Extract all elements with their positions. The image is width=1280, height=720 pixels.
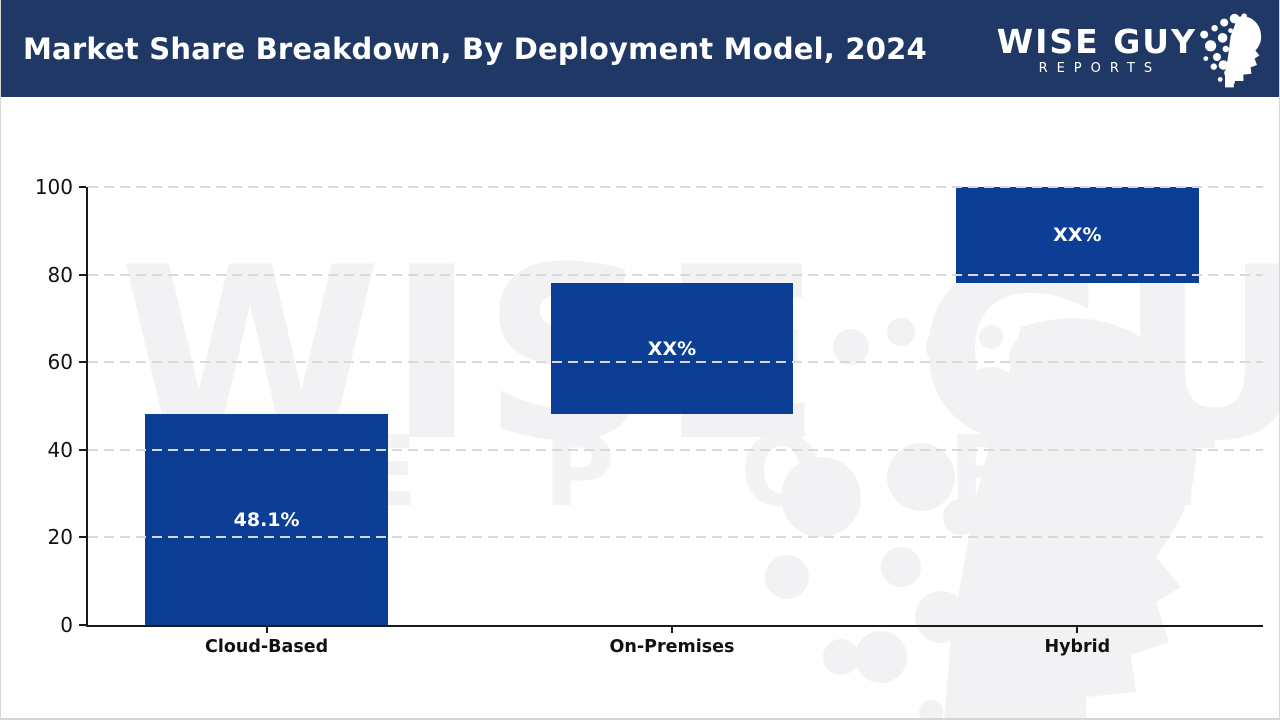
y-tick-label: 20: [47, 525, 73, 550]
gridline-y40: [88, 448, 1263, 451]
gridline-y60: [88, 361, 1263, 364]
wiseguy-logo: WISE GUY REPORTS: [997, 7, 1265, 91]
logo-subtitle: REPORTS: [1038, 60, 1162, 76]
x-category-label: On-Premises: [609, 637, 735, 657]
y-tick-label: 60: [47, 350, 73, 375]
header-bar: Market Share Breakdown, By Deployment Mo…: [1, 0, 1279, 97]
y-axis-tick: [79, 273, 86, 276]
bar-on-premises: XX%: [550, 282, 794, 415]
gridline-y20: [88, 536, 1263, 539]
y-axis-tick: [79, 186, 86, 188]
x-axis-tick: [265, 627, 268, 633]
y-tick-label: 0: [60, 613, 73, 637]
logo-wordmark: WISE GUY: [996, 21, 1197, 61]
page-title: Market Share Breakdown, By Deployment Mo…: [23, 31, 927, 66]
bar-value-label: XX%: [647, 337, 697, 360]
x-axis-tick: [1076, 627, 1079, 633]
x-category-label: Cloud-Based: [205, 637, 329, 657]
gridline-y100: [88, 186, 1263, 188]
plot-area: 48.1% Cloud-Based XX% On-Premises XX% Hybrid 0…: [35, 175, 1263, 657]
y-tick-label: 100: [34, 175, 73, 199]
bar-cloud-based: 48.1%: [145, 414, 388, 625]
x-category-label: Hybrid: [1044, 637, 1111, 657]
gridline-y80: [88, 273, 1263, 276]
bar-value-label: XX%: [1053, 223, 1102, 246]
y-axis-tick: [79, 624, 86, 626]
y-tick-label: 80: [47, 262, 73, 287]
y-axis-tick: [79, 536, 86, 539]
wiseguy-logo-text: WISE GUY REPORTS: [997, 25, 1197, 75]
bar-value-label: 48.1%: [233, 508, 300, 531]
y-axis-tick: [79, 448, 86, 451]
dotted-face-profile-icon: [1200, 12, 1262, 87]
bar-hybrid: XX%: [956, 187, 1199, 283]
x-axis-tick: [670, 627, 673, 633]
y-axis-tick: [79, 361, 86, 364]
y-tick-label: 40: [47, 437, 73, 462]
